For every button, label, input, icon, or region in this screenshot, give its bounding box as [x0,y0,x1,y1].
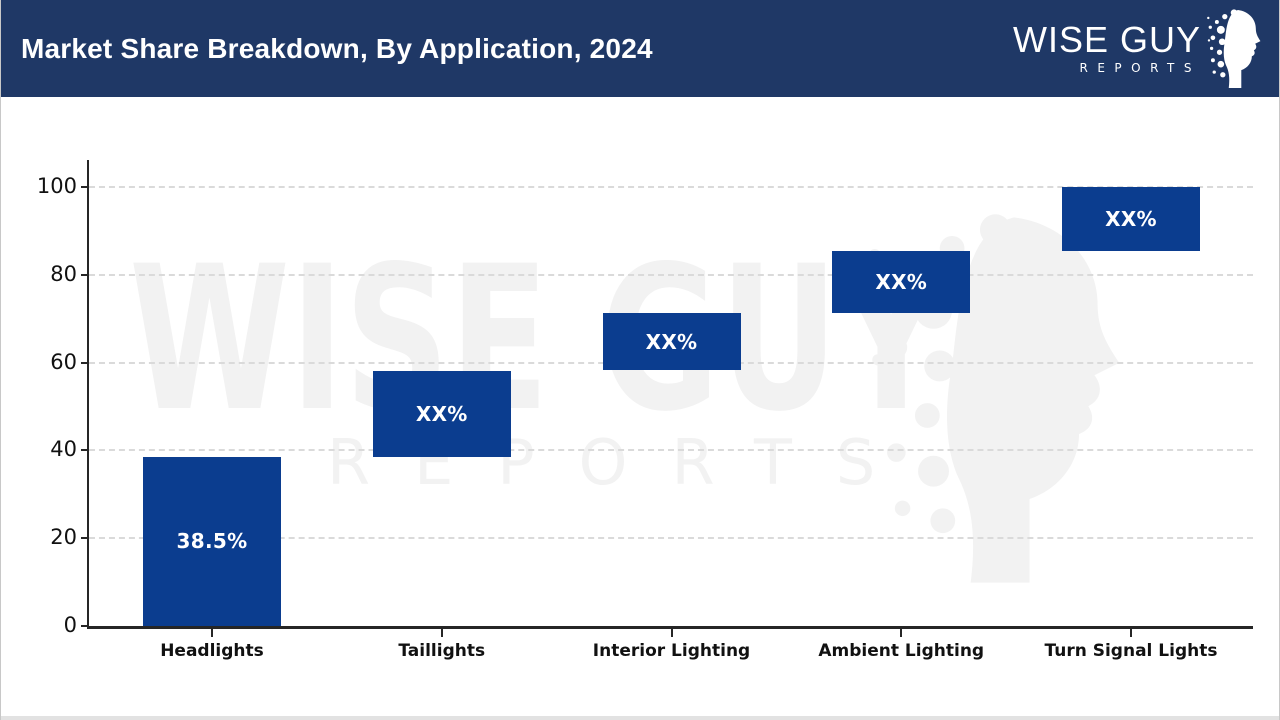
bar-value-label: 38.5% [176,529,248,554]
y-tick-mark [81,273,89,276]
bar-segment: XX% [1062,187,1200,251]
bar-segment: XX% [832,250,971,313]
x-tick-mark [1130,629,1132,637]
y-gridline [89,449,1253,452]
y-tick-mark [81,537,89,540]
bar-segment: XX% [372,370,511,457]
page-title: Market Share Breakdown, By Application, … [21,32,653,64]
brand-name: WISE GUY [1012,19,1201,60]
bar-value-label: XX% [415,401,468,426]
y-tick-label: 0 [63,613,77,637]
x-axis-label: Turn Signal Lights [1044,641,1218,661]
y-gridline [89,186,1253,188]
x-tick-mark [670,629,673,637]
y-tick-label: 80 [50,261,77,286]
x-tick-mark [440,629,443,637]
x-tick-mark [211,629,213,637]
x-axis-label: Ambient Lighting [818,641,985,661]
x-axis-line [87,626,1253,629]
y-tick-label: 20 [50,525,77,550]
brand-logo: WISE GUY REPORTS [1013,7,1271,91]
x-tick-mark [900,629,903,637]
x-axis-label: Headlights [160,641,264,661]
bar-segment: 38.5% [143,456,281,626]
y-tick-mark [81,186,89,188]
y-gridline [89,537,1253,540]
watermark-brand-name: WISE GUY [129,223,944,456]
bar-value-label: XX% [875,269,928,294]
y-tick-label: 60 [50,349,77,374]
y-axis-line [87,160,89,629]
bar-segment: XX% [602,312,741,371]
y-tick-label: 40 [50,437,77,462]
y-tick-label: 100 [36,174,77,198]
x-axis-label: Interior Lighting [592,641,751,661]
x-axis-label: Taillights [398,641,486,661]
y-gridline [89,273,1253,276]
header: Market Share Breakdown, By Application, … [1,0,1279,97]
y-tick-mark [81,361,89,364]
bar-value-label: XX% [645,329,698,354]
bar-value-label: XX% [1105,206,1157,231]
brand-subtitle: REPORTS [1079,61,1201,75]
y-tick-mark [81,449,89,452]
y-tick-mark [81,625,89,627]
dotted-head-profile-icon [1205,7,1271,91]
